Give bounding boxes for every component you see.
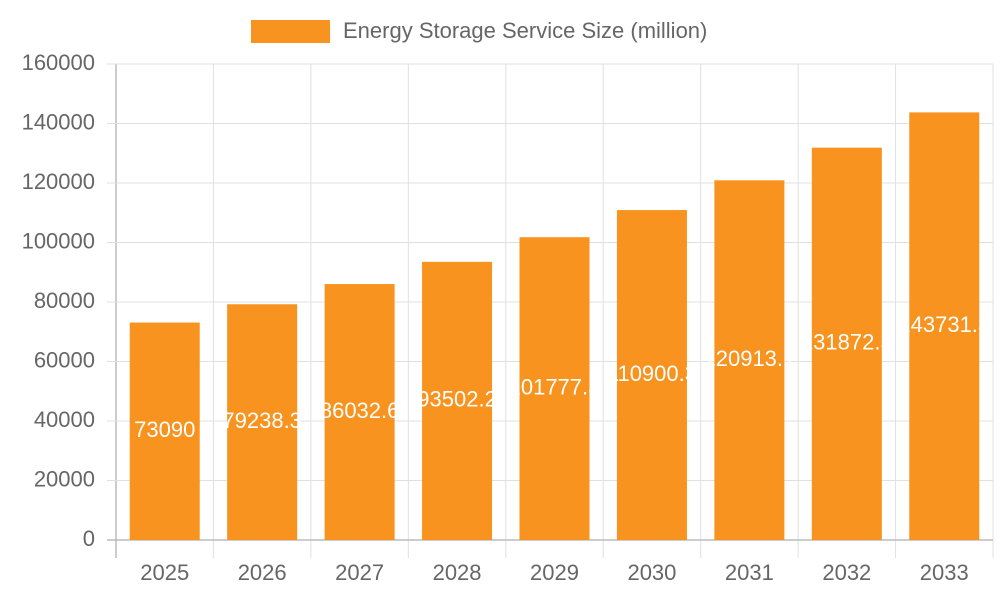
bar [227,304,298,540]
data-label: 93502.2 [417,387,497,412]
legend-label: Energy Storage Service Size (million) [343,18,707,43]
x-tick-label: 2033 [920,560,969,585]
data-label: 101777.3 [509,374,601,399]
y-tick-label: 0 [83,526,95,551]
x-tick-label: 2030 [627,560,676,585]
x-tick-label: 2032 [822,560,871,585]
data-label: 73090 [134,417,195,442]
y-tick-label: 20000 [34,466,95,491]
y-tick-label: 80000 [34,288,95,313]
data-label: 110900.3 [607,361,697,386]
y-tick-label: 40000 [34,407,95,432]
bar [519,237,590,541]
x-tick-label: 2031 [725,560,774,585]
data-label: 79238.3 [222,408,302,433]
y-tick-label: 140000 [22,109,95,134]
bar [811,147,882,540]
x-tick-label: 2026 [238,560,287,585]
x-tick-label: 2029 [530,560,579,585]
bar [324,284,395,540]
y-tick-label: 60000 [34,347,95,372]
y-tick-label: 100000 [22,228,95,253]
legend-swatch [251,20,330,43]
y-tick-label: 120000 [22,169,95,194]
x-tick-label: 2028 [433,560,482,585]
bar [909,112,980,540]
bar [616,210,687,541]
data-label: 131872.5 [801,330,893,355]
bar [422,261,493,540]
x-tick-label: 2025 [140,560,189,585]
data-label: 86032.6 [320,398,400,423]
x-tick-label: 2027 [335,560,384,585]
bar [714,180,785,541]
data-label: 120913.1 [704,346,796,371]
y-tick-label: 160000 [22,50,95,75]
bar [129,322,200,540]
data-label: 143731.3 [898,312,990,337]
